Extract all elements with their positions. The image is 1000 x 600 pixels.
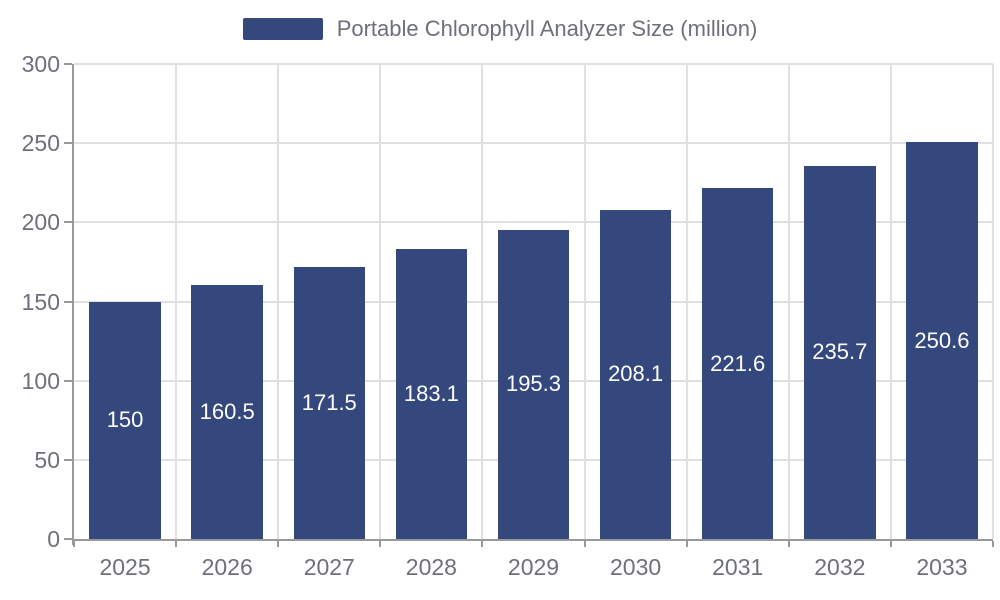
y-axis-tick-label: 300 [21, 51, 60, 77]
y-axis-tick-label: 0 [47, 526, 60, 552]
x-axis-tick [481, 541, 484, 547]
x-axis-tick-label: 2028 [405, 554, 457, 580]
y-axis-line [72, 64, 74, 545]
y-axis-tick [64, 142, 72, 145]
bar-value-label: 235.7 [812, 339, 868, 365]
bar[interactable]: 208.1 [599, 209, 672, 539]
y-axis-tick [64, 379, 72, 382]
gridline-vertical [889, 64, 892, 539]
bar-value-label: 221.6 [710, 350, 766, 376]
gridline-vertical [685, 64, 688, 539]
bar[interactable]: 250.6 [906, 142, 978, 539]
x-axis-tick-label: 2032 [814, 554, 866, 580]
x-axis-tick [787, 541, 790, 547]
y-axis-tick [64, 458, 72, 461]
bar-value-label: 171.5 [301, 390, 357, 416]
bar[interactable]: 195.3 [497, 229, 570, 539]
y-axis-tick [64, 63, 72, 65]
y-axis-tick-label: 150 [21, 288, 60, 315]
gridline-horizontal [74, 142, 993, 145]
gridline-vertical [175, 64, 178, 539]
gridline-horizontal [74, 63, 993, 65]
x-axis-tick-label: 2027 [303, 554, 355, 580]
bar-value-label: 208.1 [608, 361, 664, 387]
x-axis-tick [175, 541, 178, 547]
x-axis-tick-label: 2030 [610, 554, 662, 580]
bar-value-label: 160.5 [199, 398, 255, 424]
gridline-horizontal [74, 221, 993, 224]
x-axis-tick [379, 541, 382, 547]
gridline-vertical [379, 64, 382, 539]
x-axis-tick [685, 541, 688, 547]
y-axis-tick-label: 50 [34, 446, 60, 473]
gridline-vertical [481, 64, 484, 539]
gridline-vertical [992, 64, 994, 539]
gridline-vertical [583, 64, 586, 539]
y-axis-tick [64, 300, 72, 303]
x-axis-line [72, 539, 993, 541]
x-axis-tick [583, 541, 586, 547]
bar[interactable]: 160.5 [191, 284, 263, 539]
y-axis-tick-label: 200 [21, 209, 60, 236]
x-axis-tick-label: 2031 [712, 554, 764, 580]
legend-swatch-icon [242, 18, 323, 40]
bar[interactable]: 235.7 [804, 165, 876, 539]
x-axis-tick-label: 2025 [99, 554, 151, 580]
x-axis-tick-label: 2026 [201, 554, 253, 580]
bar-value-label: 150 [106, 407, 144, 433]
y-axis-tick [64, 221, 72, 224]
x-axis-tick-label: 2033 [916, 554, 968, 580]
x-axis-tick [73, 541, 75, 547]
bar-value-label: 250.6 [914, 327, 970, 353]
legend[interactable]: Portable Chlorophyll Analyzer Size (mill… [0, 16, 1000, 42]
gridline-vertical [277, 64, 280, 539]
bar-value-label: 195.3 [505, 371, 562, 397]
x-axis-tick [889, 541, 892, 547]
bar[interactable]: 150 [89, 301, 161, 539]
gridline-vertical [787, 64, 790, 539]
legend-label: Portable Chlorophyll Analyzer Size (mill… [336, 16, 758, 41]
x-axis-tick [277, 541, 280, 547]
y-axis-tick-label: 100 [21, 367, 60, 394]
y-axis-tick [64, 538, 72, 540]
x-axis-tick-label: 2029 [507, 554, 560, 580]
bar[interactable]: 221.6 [701, 188, 774, 539]
plot-area: 0 50 100 150 200 250 300 150 2025 160.5 2026 171.5 2… [22, 51, 994, 580]
x-axis-tick [992, 541, 994, 547]
bar-value-label: 183.1 [403, 381, 459, 407]
y-axis-tick-label: 250 [21, 130, 60, 157]
bar[interactable]: 171.5 [293, 267, 365, 539]
bar[interactable]: 183.1 [395, 249, 468, 539]
